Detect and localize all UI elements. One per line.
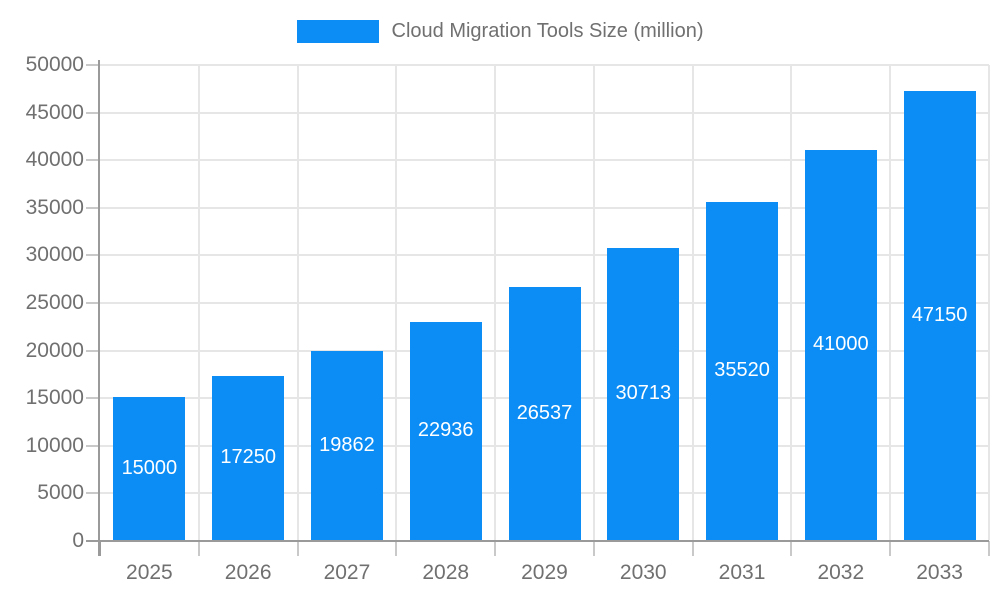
legend-item[interactable]: Cloud Migration Tools Size (million) [296,20,704,43]
bar: 19862 [310,350,383,540]
y-axis-tick-label: 30000 [25,243,84,267]
x-tick-mark [790,541,793,556]
bar: 17250 [212,375,285,540]
x-tick-mark [99,541,101,556]
x-tick-mark [889,541,892,556]
legend-label: Cloud Migration Tools Size (million) [391,20,704,42]
x-tick-mark [691,541,694,556]
y-axis-tick-label: 40000 [25,148,84,172]
x-gridline [592,65,595,540]
y-axis-tick-label: 35000 [25,195,84,219]
x-axis-tick-label: 2026 [224,561,272,584]
y-axis-tick-label: 45000 [25,100,84,124]
y-tick-mark [86,254,100,257]
x-gridline [889,65,892,540]
x-gridline [691,65,694,540]
bar-value-label: 22936 [417,419,474,442]
y-gridline [100,111,989,114]
x-gridline [197,65,200,540]
y-tick-mark [86,397,100,400]
bar-value-label: 41000 [813,333,869,356]
x-axis-tick-label: 2033 [916,561,963,584]
y-axis-line [98,60,100,556]
y-tick-mark [86,492,100,495]
y-tick-mark [86,444,100,447]
y-tick-mark [86,349,100,352]
y-axis-tick-label: 10000 [25,433,84,457]
y-axis-tick-label: 0 [72,529,84,552]
x-tick-mark [296,541,299,556]
x-gridline [395,65,398,540]
x-axis-tick-label: 2032 [817,561,865,584]
x-tick-mark [197,541,200,556]
bar: 15000 [113,397,186,540]
x-gridline [790,65,793,540]
y-tick-mark [86,111,100,114]
bar-value-label: 47150 [911,304,968,327]
bar-value-label: 19862 [319,433,375,456]
bar: 35520 [706,201,779,540]
x-axis-tick-label: 2028 [422,561,470,584]
bar: 26537 [508,287,581,540]
x-gridline [494,65,497,540]
y-axis-tick-label: 25000 [25,291,84,314]
y-axis-tick-label: 15000 [25,386,84,410]
x-tick-mark [494,541,497,556]
x-gridline [296,65,299,540]
x-axis-line [86,540,989,542]
x-tick-mark [395,541,398,556]
legend: Cloud Migration Tools Size (million) [0,20,1000,43]
bar: 22936 [409,321,482,540]
x-axis-tick-label: 2030 [619,561,667,584]
bar: 47150 [903,91,976,540]
x-gridline [988,65,990,540]
x-axis-tick-label: 2025 [126,561,173,584]
x-axis-tick-label: 2029 [521,561,568,584]
bar-value-label: 17250 [220,446,276,469]
y-tick-mark [86,159,100,162]
y-gridline [100,254,989,257]
y-gridline [100,206,989,209]
legend-swatch-icon [296,20,379,43]
x-axis-tick-label: 2027 [323,561,371,584]
x-axis-tick-label: 2031 [718,561,766,584]
x-tick-mark [592,541,595,556]
y-gridline [100,159,989,162]
x-tick-mark [988,541,990,556]
y-tick-mark [86,64,100,66]
y-tick-mark [86,206,100,209]
bar-value-label: 15000 [121,457,178,480]
bar: 41000 [804,149,877,540]
bar: 30713 [607,247,680,540]
y-axis-tick-label: 50000 [25,53,84,76]
bar-value-label: 35520 [714,359,770,382]
y-tick-mark [86,302,100,304]
y-gridline [100,64,989,66]
bar-value-label: 26537 [516,402,573,425]
y-axis-tick-label: 20000 [25,338,84,362]
bar-value-label: 30713 [615,382,672,405]
y-axis-tick-label: 5000 [37,481,84,505]
